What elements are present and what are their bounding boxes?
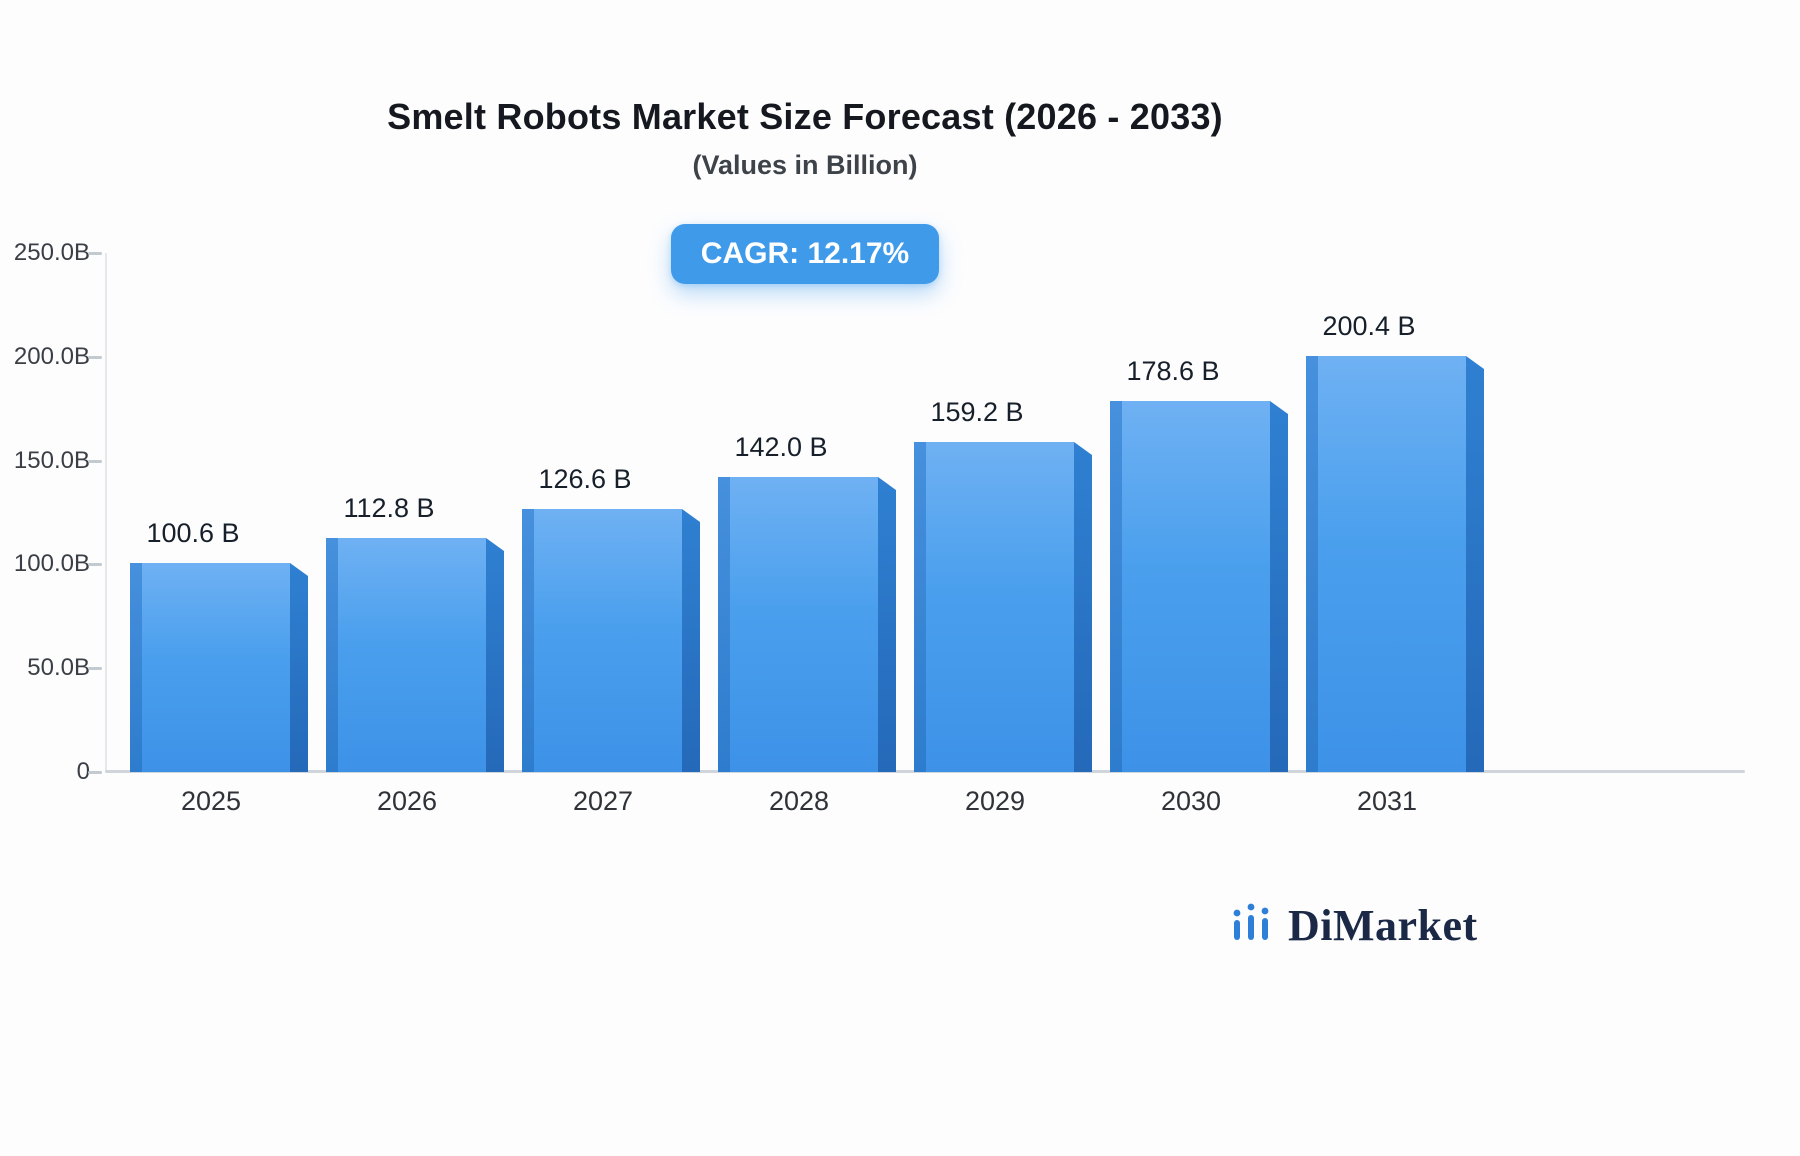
y-tick-label: 200.0B (13, 342, 90, 370)
bar-value-label: 142.0 B (734, 432, 828, 462)
cagr-badge: CAGR: 12.17% (670, 224, 940, 284)
chart-title: Smelt Robots Market Size Forecast (2026 … (387, 96, 1223, 137)
bar-slot: 112.8 B (309, 253, 505, 772)
y-tick-label: 250.0B (13, 239, 90, 266)
y-tick-mark (88, 667, 102, 671)
bar-value-label: 200.4 B (1322, 311, 1416, 341)
bar-slot: 200.4 B (1289, 253, 1485, 772)
y-tick-mark (88, 355, 102, 359)
x-tick-label: 2027 (572, 786, 634, 816)
x-axis-labels: 2025 2026 2027 2028 2029 2030 2031 (113, 786, 1485, 822)
bar-3d-side (290, 563, 308, 772)
bar (1306, 356, 1484, 772)
y-tick-label: 50.0B (27, 654, 90, 682)
brand-logo-text: DiMarket (1288, 901, 1478, 950)
x-tick-label: 2026 (376, 786, 438, 816)
y-axis-line (105, 253, 107, 772)
y-tick-label: 150.0B (13, 446, 90, 474)
chart-subtitle: (Values in Billion) (692, 150, 918, 180)
bar-left-edge (1306, 356, 1318, 772)
bar-face (326, 538, 486, 772)
bar-left-edge (718, 477, 730, 772)
bar (130, 563, 308, 772)
bar-value-label: 159.2 B (930, 397, 1024, 427)
bar-face (1306, 356, 1466, 772)
bar-3d-side (486, 538, 504, 772)
x-tick-label: 2028 (768, 786, 830, 816)
y-tick-mark (88, 459, 102, 463)
y-tick-mark (88, 563, 102, 567)
bar-chart-icon (1228, 900, 1274, 951)
y-tick-mark (88, 771, 102, 774)
bar-face (522, 509, 682, 772)
cagr-badge-wrap: CAGR: 12.17% (0, 224, 1610, 284)
bar-left-edge (130, 563, 142, 772)
y-tick-mark (88, 252, 102, 255)
bar-slot: 126.6 B (505, 253, 701, 772)
bar-value-label: 112.8 B (343, 493, 435, 523)
bar-face (718, 477, 878, 772)
bar (1110, 401, 1288, 772)
bar-face (914, 442, 1074, 772)
bar-face (130, 563, 290, 772)
x-tick-label: 2030 (1160, 786, 1222, 816)
bar-3d-side (1270, 401, 1288, 772)
bar-slot: 159.2 B (897, 253, 1093, 772)
x-tick-label: 2025 (180, 786, 242, 816)
bar-left-edge (1110, 401, 1122, 772)
bar-slot: 178.6 B (1093, 253, 1289, 772)
brand-logo: DiMarket (1228, 900, 1478, 951)
bar-value-label: 126.6 B (538, 464, 632, 494)
bar (914, 442, 1092, 772)
bar-3d-side (682, 509, 700, 772)
bar-value-label: 178.6 B (1126, 356, 1220, 386)
bar (326, 538, 504, 772)
bar-slot: 142.0 B (701, 253, 897, 772)
bar-3d-side (1466, 356, 1484, 772)
bar-face (1110, 401, 1270, 772)
x-tick-label: 2031 (1356, 786, 1418, 816)
x-tick-label: 2029 (964, 786, 1026, 816)
bar (718, 477, 896, 772)
y-tick-label: 100.0B (13, 550, 90, 578)
bar-3d-side (878, 477, 896, 772)
bar-left-edge (914, 442, 926, 772)
bar (522, 509, 700, 772)
bar-left-edge (522, 509, 534, 772)
bar-slot: 100.6 B (113, 253, 309, 772)
bar-value-label: 100.6 B (146, 518, 240, 548)
y-tick-label: 0 (76, 758, 90, 785)
plot-area: 100.6 B 112.8 B 126.6 B 142.0 B 159.2 B 178.6… (113, 253, 1485, 772)
bar-left-edge (326, 538, 338, 772)
bar-3d-side (1074, 442, 1092, 772)
